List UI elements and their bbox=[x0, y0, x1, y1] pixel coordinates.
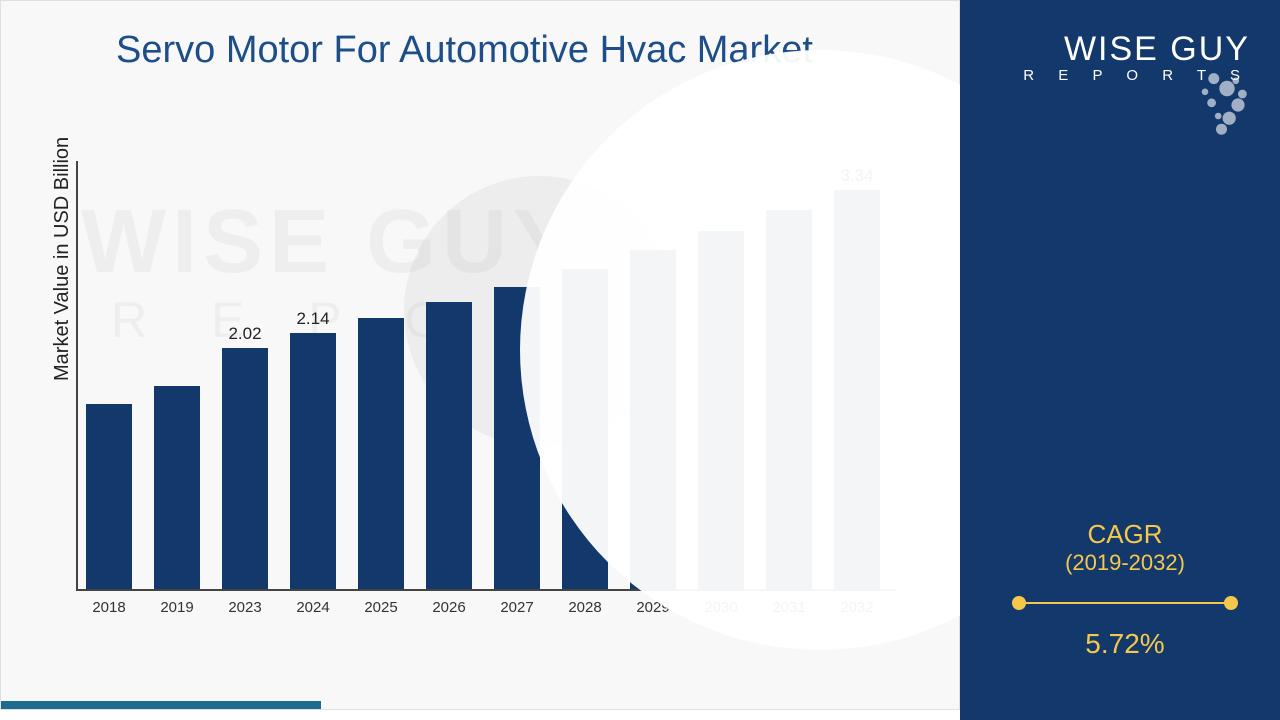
brand-head-icon bbox=[1150, 50, 1260, 160]
brand-logo: WISE GUY R E P O R T S bbox=[1023, 30, 1250, 84]
x-tick-label: 2027 bbox=[483, 599, 551, 616]
x-tick-label: 2018 bbox=[75, 599, 143, 616]
bar bbox=[290, 333, 336, 589]
bar bbox=[358, 318, 404, 589]
sidebar-panel: WISE GUY R E P O R T S CAGR (2019-2032) … bbox=[960, 0, 1280, 720]
footer-accent-bar bbox=[1, 701, 321, 709]
cagr-block: CAGR (2019-2032) 5.72% bbox=[1000, 519, 1250, 660]
x-tick-label: 2024 bbox=[279, 599, 347, 616]
bar bbox=[222, 348, 268, 589]
x-tick-label: 2019 bbox=[143, 599, 211, 616]
bar bbox=[86, 404, 132, 589]
y-axis-label: Market Value in USD Billion bbox=[51, 137, 74, 381]
cagr-period: (2019-2032) bbox=[1000, 550, 1250, 576]
x-tick-label: 2026 bbox=[415, 599, 483, 616]
cagr-divider bbox=[1000, 588, 1250, 618]
bar bbox=[426, 302, 472, 589]
bar bbox=[154, 386, 200, 589]
cagr-value: 5.72% bbox=[1000, 628, 1250, 660]
cagr-label: CAGR bbox=[1000, 519, 1250, 550]
bar-value-label: 2.14 bbox=[279, 309, 347, 329]
x-tick-label: 2028 bbox=[551, 599, 619, 616]
bar-value-label: 2.02 bbox=[211, 324, 279, 344]
x-tick-label: 2025 bbox=[347, 599, 415, 616]
x-tick-label: 2023 bbox=[211, 599, 279, 616]
